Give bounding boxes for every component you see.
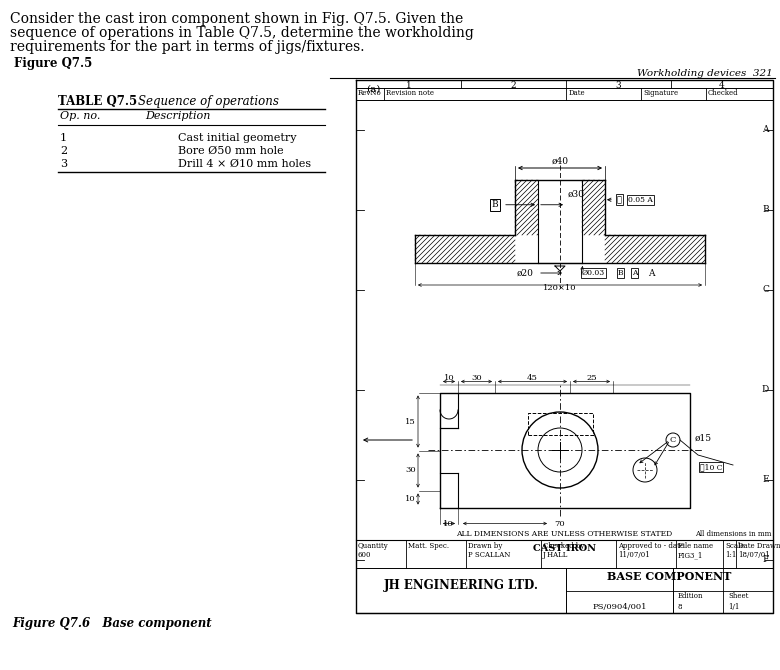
Text: Description: Description xyxy=(145,111,211,121)
Text: 3: 3 xyxy=(60,159,67,169)
Text: Drawn by: Drawn by xyxy=(468,542,502,550)
Text: Date Drawn: Date Drawn xyxy=(738,542,780,550)
Text: TABLE Q7.5: TABLE Q7.5 xyxy=(58,95,137,108)
Text: (a): (a) xyxy=(366,85,381,94)
Text: Quantity: Quantity xyxy=(358,542,388,550)
Text: B: B xyxy=(491,200,498,209)
Text: E: E xyxy=(762,476,769,484)
Text: requirements for the part in terms of jigs/fixtures.: requirements for the part in terms of ji… xyxy=(10,40,364,54)
Text: A: A xyxy=(632,269,637,277)
Text: 0.05 A: 0.05 A xyxy=(628,196,653,204)
Text: 15: 15 xyxy=(406,417,416,425)
Text: Ø0.03: Ø0.03 xyxy=(582,269,605,277)
Text: 8: 8 xyxy=(678,603,682,611)
Text: ø30: ø30 xyxy=(568,190,585,199)
Text: Date: Date xyxy=(569,89,586,97)
Text: ⏚10 C: ⏚10 C xyxy=(700,463,722,471)
Text: 120×10: 120×10 xyxy=(543,284,576,292)
Text: Bore Ø50 mm hole: Bore Ø50 mm hole xyxy=(178,146,284,156)
Text: Revision note: Revision note xyxy=(386,89,434,97)
Text: Cast initial geometry: Cast initial geometry xyxy=(178,133,296,143)
Text: Checked: Checked xyxy=(708,89,739,97)
Text: Signature: Signature xyxy=(643,89,678,97)
Text: 1: 1 xyxy=(406,81,411,90)
Text: 25: 25 xyxy=(587,375,597,383)
Text: All dimensions in mm: All dimensions in mm xyxy=(695,530,771,538)
Text: PS/0904/001: PS/0904/001 xyxy=(592,603,647,611)
Text: JH ENGINEERING LTD.: JH ENGINEERING LTD. xyxy=(384,579,538,592)
Text: 2: 2 xyxy=(60,146,67,156)
Text: 11/07/01: 11/07/01 xyxy=(618,551,650,559)
Text: 3: 3 xyxy=(615,81,622,90)
Text: ø15: ø15 xyxy=(695,433,712,442)
Text: 45: 45 xyxy=(527,375,538,383)
Text: B: B xyxy=(762,206,769,214)
Text: Scale: Scale xyxy=(725,542,744,550)
Text: Op. no.: Op. no. xyxy=(60,111,101,121)
Text: Workholding devices  321: Workholding devices 321 xyxy=(637,69,773,78)
Text: Figure Q7.6   Base component: Figure Q7.6 Base component xyxy=(12,617,211,630)
Text: J HALL: J HALL xyxy=(543,551,569,559)
Text: 4: 4 xyxy=(719,81,725,90)
Text: ⏚: ⏚ xyxy=(617,195,622,204)
Text: A: A xyxy=(648,269,654,277)
Text: 10: 10 xyxy=(443,519,453,527)
Text: F: F xyxy=(763,555,769,565)
Text: ø20: ø20 xyxy=(516,269,533,277)
Text: 30: 30 xyxy=(406,466,416,474)
Text: 1:1: 1:1 xyxy=(725,551,736,559)
Text: Sheet: Sheet xyxy=(728,592,748,600)
Text: ø40: ø40 xyxy=(551,157,569,166)
Text: Approved to - date: Approved to - date xyxy=(618,542,684,550)
Text: 1: 1 xyxy=(60,133,67,143)
Text: A: A xyxy=(763,125,769,135)
Text: Drill 4 × Ø10 mm holes: Drill 4 × Ø10 mm holes xyxy=(178,159,311,169)
Text: C: C xyxy=(670,436,676,444)
Text: 18/07/01: 18/07/01 xyxy=(738,551,770,559)
Text: ALL DIMENSIONS ARE UNLESS OTHERWISE STATED: ALL DIMENSIONS ARE UNLESS OTHERWISE STAT… xyxy=(456,530,672,538)
Text: File name: File name xyxy=(678,542,713,550)
Text: CAST IRON: CAST IRON xyxy=(533,544,596,553)
Text: Sequence of operations: Sequence of operations xyxy=(138,95,279,108)
Text: 10: 10 xyxy=(406,495,416,503)
Text: Checked by: Checked by xyxy=(543,542,584,550)
Text: 70: 70 xyxy=(555,519,565,527)
Text: Consider the cast iron component shown in Fig. Q7.5. Given the: Consider the cast iron component shown i… xyxy=(10,12,463,26)
Text: RevNo: RevNo xyxy=(358,89,381,97)
Text: BASE COMPONENT: BASE COMPONENT xyxy=(608,570,732,582)
Text: 30: 30 xyxy=(471,375,482,383)
Text: Figure Q7.5: Figure Q7.5 xyxy=(14,57,92,70)
Text: 1/1: 1/1 xyxy=(728,603,739,611)
Text: sequence of operations in Table Q7.5, determine the workholding: sequence of operations in Table Q7.5, de… xyxy=(10,26,474,40)
Text: 600: 600 xyxy=(358,551,371,559)
Text: 10: 10 xyxy=(444,375,454,383)
Text: D: D xyxy=(762,385,769,395)
Text: Matt. Spec.: Matt. Spec. xyxy=(408,542,449,550)
Text: Edition: Edition xyxy=(678,592,704,600)
Text: C: C xyxy=(762,285,769,295)
Text: 2: 2 xyxy=(511,81,516,90)
Text: P SCALLAN: P SCALLAN xyxy=(468,551,510,559)
Text: B: B xyxy=(618,269,624,277)
Text: FIG3_1: FIG3_1 xyxy=(678,551,704,559)
